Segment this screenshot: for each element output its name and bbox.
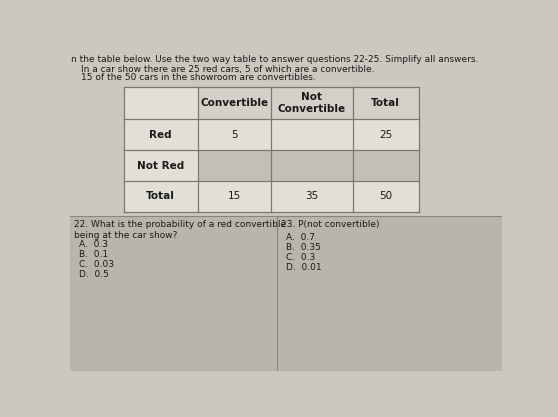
Text: 25: 25	[379, 130, 392, 140]
Text: 15 of the 50 cars in the showroom are convertibles.: 15 of the 50 cars in the showroom are co…	[80, 73, 315, 82]
Text: D.  0.5: D. 0.5	[79, 270, 109, 279]
Text: Not Red: Not Red	[137, 161, 185, 171]
Text: A.  0.7: A. 0.7	[286, 233, 315, 241]
Text: D.  0.01: D. 0.01	[286, 263, 321, 271]
Text: Convertible: Convertible	[200, 98, 268, 108]
Text: A.  0.3: A. 0.3	[79, 240, 108, 249]
Text: Total: Total	[371, 98, 400, 108]
Text: 23. P(not convertible): 23. P(not convertible)	[281, 220, 379, 229]
Bar	[124, 87, 418, 119]
Bar	[124, 87, 418, 212]
Bar	[198, 150, 271, 181]
Text: C.  0.3: C. 0.3	[286, 253, 315, 261]
Text: B.  0.35: B. 0.35	[286, 243, 321, 251]
Bar	[271, 150, 353, 181]
Text: 50: 50	[379, 191, 392, 201]
Text: 22. What is the probability of a red convertible
being at the car show?: 22. What is the probability of a red con…	[74, 220, 286, 240]
Text: Red: Red	[150, 130, 172, 140]
Text: C.  0.03: C. 0.03	[79, 260, 114, 269]
Bar	[353, 150, 418, 181]
Text: Total: Total	[146, 191, 175, 201]
Text: 35: 35	[305, 191, 319, 201]
Bar	[124, 87, 198, 119]
Text: Not
Convertible: Not Convertible	[278, 93, 346, 114]
Text: 5: 5	[231, 130, 238, 140]
Text: In a car show there are 25 red cars, 5 of which are a convertible.: In a car show there are 25 red cars, 5 o…	[80, 65, 374, 74]
Text: B.  0.1: B. 0.1	[79, 250, 108, 259]
Text: n the table below. Use the two way table to answer questions 22-25. Simplify all: n the table below. Use the two way table…	[71, 55, 479, 64]
Text: 15: 15	[228, 191, 241, 201]
Bar	[70, 216, 502, 371]
